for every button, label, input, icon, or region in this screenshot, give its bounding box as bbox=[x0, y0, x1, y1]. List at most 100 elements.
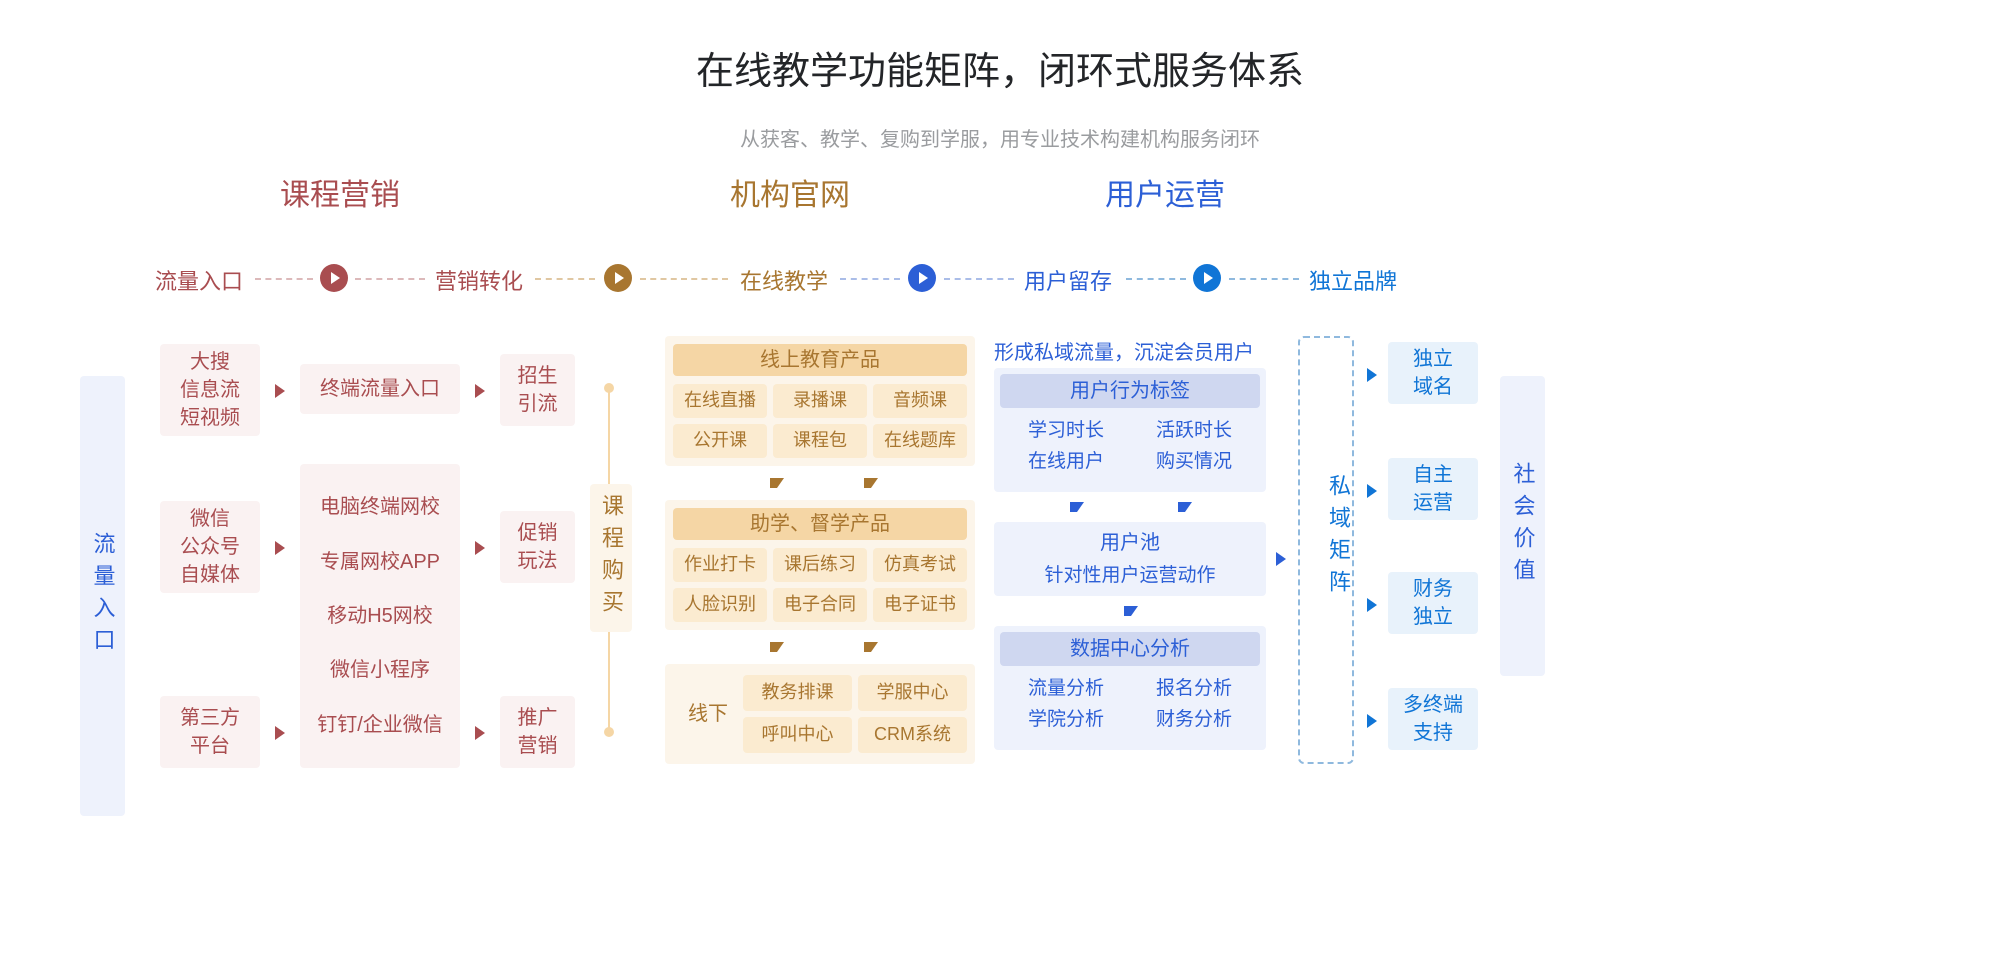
col3-r2: 促销玩法 bbox=[500, 511, 575, 583]
play-icon bbox=[604, 264, 632, 292]
t: 专属网校APP bbox=[320, 548, 440, 576]
t: 微信小程序 bbox=[330, 656, 430, 684]
item: 录播课 bbox=[773, 384, 867, 418]
teach-g3: 线下 教务排课 学服中心 呼叫中心 CRM系统 bbox=[665, 664, 975, 764]
col2-r1: 终端流量入口 bbox=[300, 364, 460, 414]
dash bbox=[944, 278, 1014, 280]
grid: 学习时长 活跃时长 在线用户 购买情况 bbox=[1010, 418, 1250, 475]
t: 财务分析 bbox=[1138, 707, 1250, 734]
stage-2: 营销转化 bbox=[435, 264, 523, 296]
chevron-right-icon bbox=[273, 384, 287, 398]
t: 信息流 bbox=[180, 376, 240, 404]
item: 电子合同 bbox=[773, 588, 867, 622]
col1-r2: 微信 公众号 自媒体 bbox=[160, 501, 260, 593]
t: 独立 bbox=[1413, 345, 1453, 373]
col3-r3: 推广营销 bbox=[500, 696, 575, 768]
stage-4: 用户留存 bbox=[1024, 264, 1112, 296]
t: 自主 bbox=[1413, 461, 1453, 489]
chevron-down-icon bbox=[864, 476, 878, 490]
ret-g1-head: 用户行为标签 bbox=[1000, 374, 1260, 408]
pillar-right: 社会价值 bbox=[1500, 376, 1545, 676]
teach-g2-head: 助学、督学产品 bbox=[673, 508, 967, 540]
t: 移动H5网校 bbox=[327, 602, 433, 630]
chevron-down-icon bbox=[1178, 500, 1192, 514]
chevron-right-icon bbox=[473, 541, 487, 555]
section-brown: 机构官网 bbox=[730, 170, 850, 214]
item: 在线题库 bbox=[873, 424, 967, 458]
t: 支持 bbox=[1413, 719, 1453, 747]
chevron-down-icon bbox=[864, 640, 878, 654]
chevron-down-icon bbox=[770, 640, 784, 654]
item: 仿真考试 bbox=[873, 548, 967, 582]
t: 公众号 bbox=[180, 533, 240, 561]
chevron-right-icon bbox=[273, 541, 287, 555]
t: 第三方 bbox=[180, 704, 240, 732]
diagram: 课程营销 机构官网 用户运营 流量入口 营销转化 在线教学 用户留存 独立品牌 … bbox=[0, 170, 2000, 866]
item: 公开课 bbox=[673, 424, 767, 458]
brand-1: 独立域名 bbox=[1388, 342, 1478, 404]
item: 教务排课 bbox=[743, 675, 852, 711]
play-icon bbox=[908, 264, 936, 292]
stage-3: 在线教学 bbox=[740, 264, 828, 296]
pillar-middle: 课程购买 bbox=[590, 484, 632, 632]
chevron-down-icon bbox=[770, 476, 784, 490]
t: 学习时长 bbox=[1010, 418, 1122, 445]
grid: 流量分析 报名分析 学院分析 财务分析 bbox=[1010, 676, 1250, 733]
retention-note: 形成私域流量，沉淀会员用户 bbox=[994, 336, 1254, 365]
t: 购买情况 bbox=[1138, 449, 1250, 476]
teach-g1-head: 线上教育产品 bbox=[673, 344, 967, 376]
chevron-right-icon bbox=[473, 384, 487, 398]
pillar-left: 流量入口 bbox=[80, 376, 125, 816]
chevron-right-icon bbox=[1274, 552, 1288, 566]
chevron-right-icon bbox=[273, 726, 287, 740]
item: 课程包 bbox=[773, 424, 867, 458]
teach-g1: 线上教育产品 在线直播 录播课 音频课 公开课 课程包 在线题库 bbox=[665, 336, 975, 466]
t: 钉钉/企业微信 bbox=[317, 711, 443, 739]
dash bbox=[640, 278, 728, 280]
chevron-down-icon bbox=[1124, 604, 1138, 618]
grid: 在线直播 录播课 音频课 公开课 课程包 在线题库 bbox=[673, 384, 967, 458]
page-subtitle: 从获客、教学、复购到学服，用专业技术构建机构服务闭环 bbox=[0, 123, 2000, 152]
t: 多终端 bbox=[1403, 691, 1463, 719]
chevron-right-icon bbox=[1365, 484, 1379, 498]
t: 独立 bbox=[1413, 603, 1453, 631]
chevron-down-icon bbox=[1070, 500, 1084, 514]
section-headers: 课程营销 机构官网 用户运营 bbox=[0, 170, 2000, 230]
g3-label: 线下 bbox=[673, 700, 743, 728]
dash bbox=[355, 278, 425, 280]
t: 推广 bbox=[518, 704, 558, 732]
stage-5: 独立品牌 bbox=[1309, 264, 1397, 296]
brand-3: 财务独立 bbox=[1388, 572, 1478, 634]
page-title: 在线教学功能矩阵，闭环式服务体系 bbox=[0, 0, 2000, 95]
col1-r3: 第三方 平台 bbox=[160, 696, 260, 768]
item: 学服中心 bbox=[858, 675, 967, 711]
brand-4: 多终端支持 bbox=[1388, 688, 1478, 750]
stage-1: 流量入口 bbox=[155, 264, 243, 296]
chevron-right-icon bbox=[1365, 368, 1379, 382]
t: 玩法 bbox=[518, 547, 558, 575]
item: 在线直播 bbox=[673, 384, 767, 418]
dash bbox=[1126, 278, 1186, 280]
chevron-right-icon bbox=[1365, 598, 1379, 612]
t: 报名分析 bbox=[1138, 676, 1250, 703]
dash bbox=[255, 278, 313, 280]
ret-g2: 用户池 针对性用户运营动作 bbox=[994, 522, 1266, 596]
dash bbox=[1229, 278, 1299, 280]
t: 在线用户 bbox=[1010, 449, 1122, 476]
item: 音频课 bbox=[873, 384, 967, 418]
col3-r1: 招生引流 bbox=[500, 354, 575, 426]
content-area: 流量入口 大搜 信息流 短视频 微信 公众号 自媒体 第三方 平台 终端流量入口… bbox=[0, 336, 2000, 866]
t: 短视频 bbox=[180, 404, 240, 432]
grid: 作业打卡 课后练习 仿真考试 人脸识别 电子合同 电子证书 bbox=[673, 548, 967, 622]
item: 人脸识别 bbox=[673, 588, 767, 622]
dash bbox=[535, 278, 595, 280]
item: 电子证书 bbox=[873, 588, 967, 622]
t: 平台 bbox=[190, 732, 230, 760]
play-icon bbox=[1193, 264, 1221, 292]
t: 运营 bbox=[1413, 489, 1453, 517]
item: 呼叫中心 bbox=[743, 717, 852, 753]
section-blue: 用户运营 bbox=[1105, 170, 1225, 214]
t: 用户池 bbox=[1100, 529, 1160, 557]
brand-2: 自主运营 bbox=[1388, 458, 1478, 520]
item: 作业打卡 bbox=[673, 548, 767, 582]
